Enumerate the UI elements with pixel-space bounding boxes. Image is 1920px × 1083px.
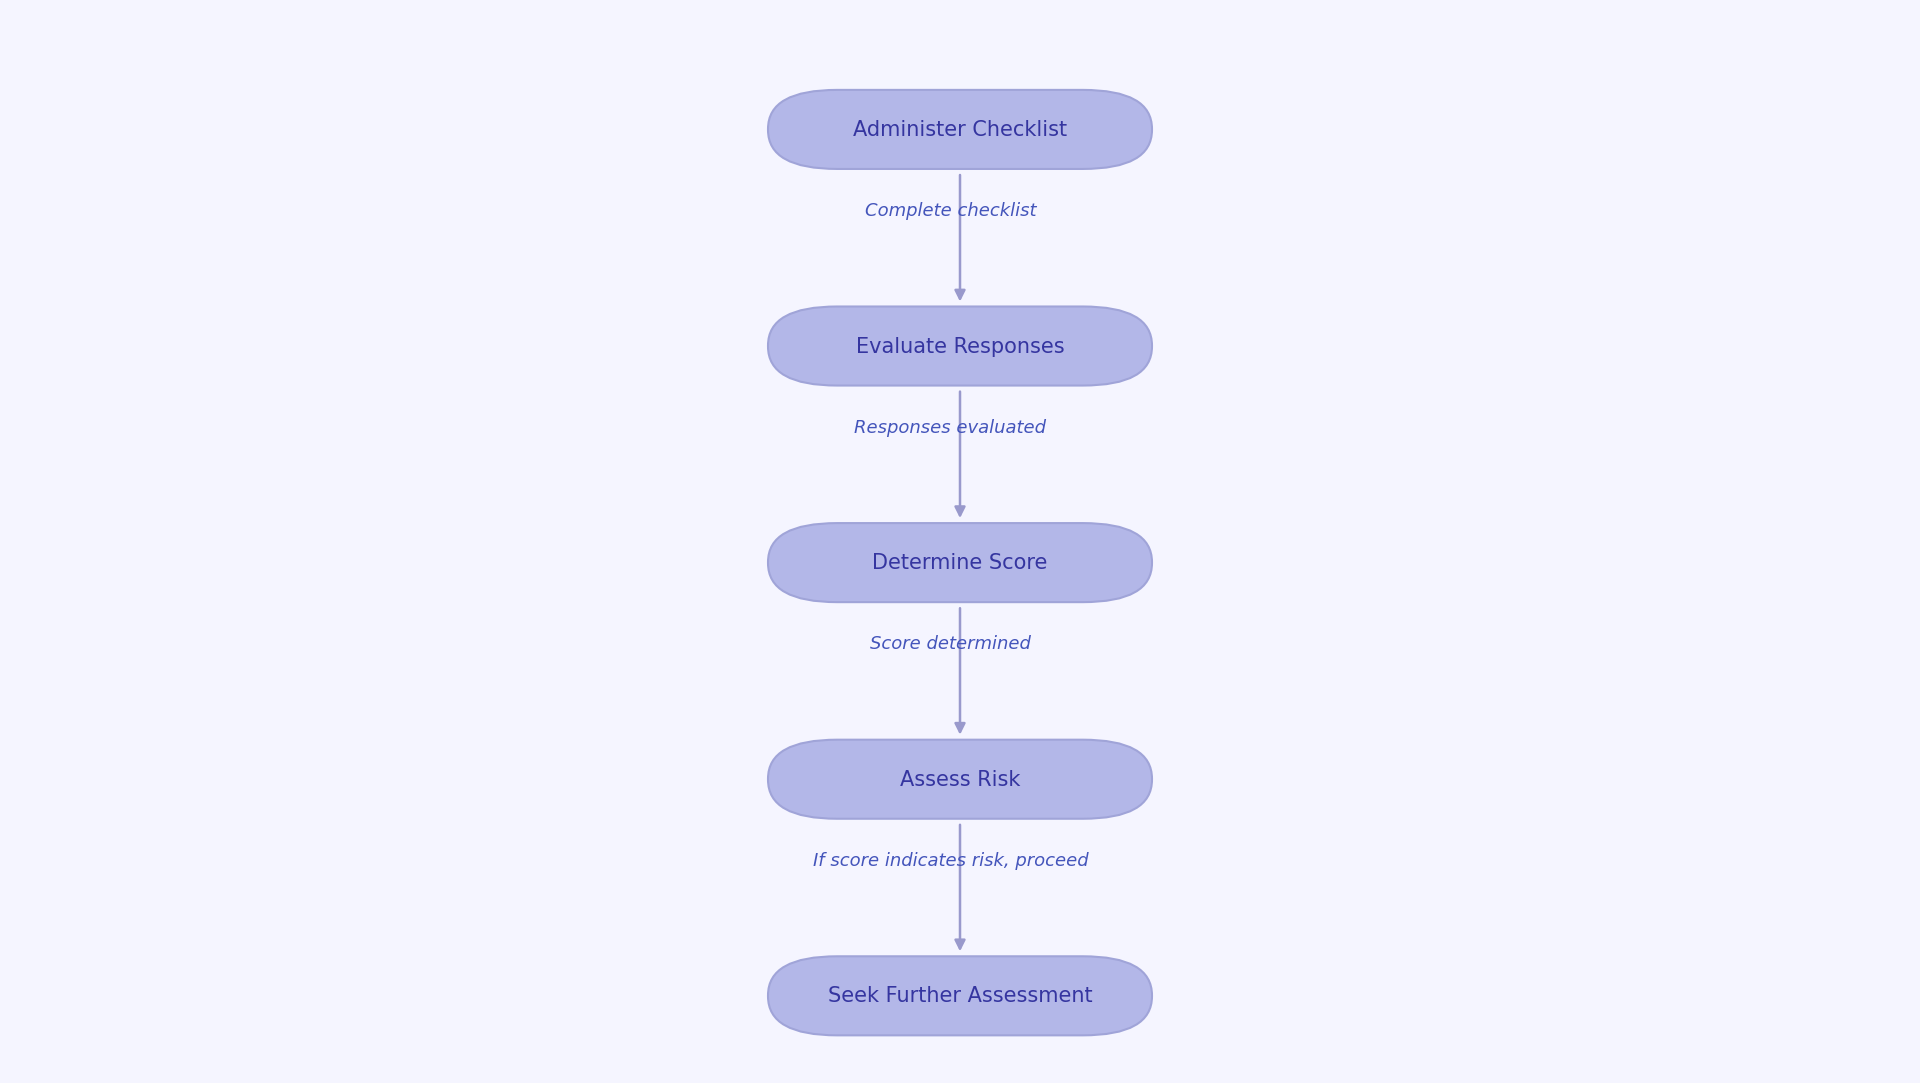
FancyBboxPatch shape — [768, 956, 1152, 1035]
Text: Determine Score: Determine Score — [872, 553, 1048, 573]
Text: Seek Further Assessment: Seek Further Assessment — [828, 987, 1092, 1006]
Text: Responses evaluated: Responses evaluated — [854, 419, 1046, 436]
Text: Evaluate Responses: Evaluate Responses — [856, 337, 1064, 356]
FancyBboxPatch shape — [768, 90, 1152, 169]
Text: If score indicates risk, proceed: If score indicates risk, proceed — [812, 852, 1089, 870]
FancyBboxPatch shape — [768, 523, 1152, 602]
Text: Assess Risk: Assess Risk — [900, 770, 1020, 790]
Text: Score determined: Score determined — [870, 636, 1031, 653]
Text: Complete checklist: Complete checklist — [864, 203, 1037, 220]
Text: Administer Checklist: Administer Checklist — [852, 120, 1068, 140]
FancyBboxPatch shape — [768, 740, 1152, 819]
FancyBboxPatch shape — [768, 306, 1152, 386]
